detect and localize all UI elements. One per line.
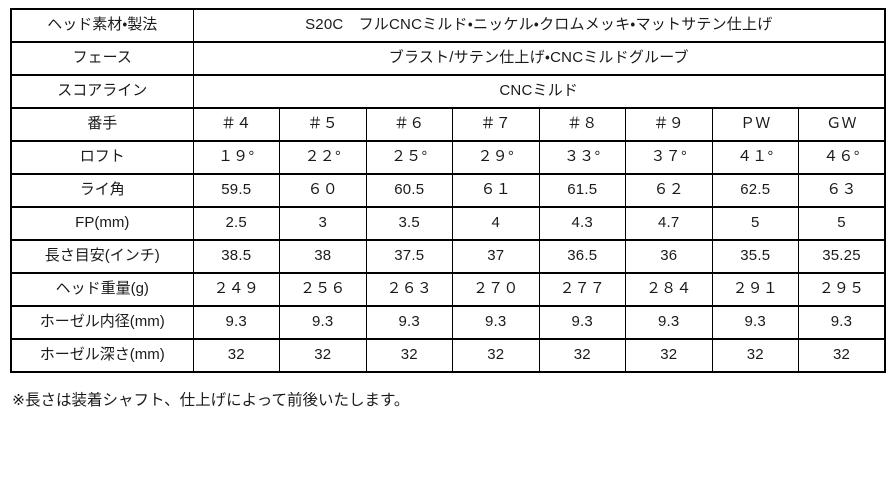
cell-value: 9.3 [798, 305, 886, 340]
row-label: 長さ目安(インチ) [10, 239, 194, 274]
cell-value: 35.5 [711, 239, 799, 274]
cell-value: 32 [625, 338, 713, 373]
cell-value: 4 [452, 206, 540, 241]
table-row-length: 長さ目安(インチ) 38.5 38 37.5 37 36.5 36 35.5 3… [10, 239, 886, 274]
table-row-score-line: スコアライン CNCミルド [10, 74, 886, 109]
cell-value: 9.3 [279, 305, 367, 340]
cell-value: ２４９ [192, 272, 280, 307]
spec-table: ヘッド素材・製法 S20C フルCNCミルド・ニッケル・クロムメッキ・マットサテ… [10, 8, 886, 373]
page: ヘッド素材・製法 S20C フルCNCミルド・ニッケル・クロムメッキ・マットサテ… [10, 8, 886, 409]
footnote: ※長さは装着シャフト、仕上げによって前後いたします。 [12, 392, 410, 409]
cell-value: 9.3 [452, 305, 540, 340]
cell-value: 9.3 [711, 305, 799, 340]
cell-value: 32 [798, 338, 886, 373]
cell-value: ＃８ [538, 107, 626, 142]
cell-value: 4.7 [625, 206, 713, 241]
cell-value: ３７° [625, 140, 713, 175]
row-label: ホーゼル深さ(mm) [10, 338, 194, 373]
cell-value: ６２ [625, 173, 713, 208]
row-label: ロフト [10, 140, 194, 175]
cell-value: 32 [452, 338, 540, 373]
cell-value: ６３ [798, 173, 886, 208]
cell-value: ２９° [452, 140, 540, 175]
cell-value: ＃６ [365, 107, 453, 142]
cell-value: ６０ [279, 173, 367, 208]
table-row-head-material: ヘッド素材・製法 S20C フルCNCミルド・ニッケル・クロムメッキ・マットサテ… [10, 8, 886, 43]
cell-value: 5 [798, 206, 886, 241]
row-label: FP(mm) [10, 206, 194, 241]
cell-value: CNCミルド [192, 74, 886, 109]
row-label: 番手 [10, 107, 194, 142]
table-row-face: フェース ブラスト/サテン仕上げ・CNCミルドグルーブ [10, 41, 886, 76]
cell-value: ＰＷ [711, 107, 799, 142]
cell-value: 32 [279, 338, 367, 373]
cell-value: ２５° [365, 140, 453, 175]
cell-value: 5 [711, 206, 799, 241]
cell-value: 35.25 [798, 239, 886, 274]
cell-value: 9.3 [365, 305, 453, 340]
cell-value: 32 [192, 338, 280, 373]
cell-value: １９° [192, 140, 280, 175]
cell-value: ＃５ [279, 107, 367, 142]
cell-value: ＃７ [452, 107, 540, 142]
cell-value: ４１° [711, 140, 799, 175]
table-row-loft: ロフト １９° ２２° ２５° ２９° ３３° ３７° ４１° ４６° [10, 140, 886, 175]
table-row-lie-angle: ライ角 59.5 ６０ 60.5 ６１ 61.5 ６２ 62.5 ６３ [10, 173, 886, 208]
row-label: ヘッド素材・製法 [10, 8, 194, 43]
cell-value: ２９１ [711, 272, 799, 307]
cell-value: ２９５ [798, 272, 886, 307]
row-label: ヘッド重量(g) [10, 272, 194, 307]
cell-value: 9.3 [538, 305, 626, 340]
cell-value: 2.5 [192, 206, 280, 241]
cell-value: 3.5 [365, 206, 453, 241]
cell-value: ＃９ [625, 107, 713, 142]
cell-value: ２８４ [625, 272, 713, 307]
table-row-head-weight: ヘッド重量(g) ２４９ ２５６ ２６３ ２７０ ２７７ ２８４ ２９１ ２９５ [10, 272, 886, 307]
table-row-club-number: 番手 ＃４ ＃５ ＃６ ＃７ ＃８ ＃９ ＰＷ ＧＷ [10, 107, 886, 142]
cell-value: ２６３ [365, 272, 453, 307]
cell-value: 32 [538, 338, 626, 373]
cell-value: 62.5 [711, 173, 799, 208]
cell-value: ３３° [538, 140, 626, 175]
cell-value: 9.3 [192, 305, 280, 340]
cell-value: 38 [279, 239, 367, 274]
cell-value: ４６° [798, 140, 886, 175]
cell-value: ２５６ [279, 272, 367, 307]
cell-value: 59.5 [192, 173, 280, 208]
cell-value: 36.5 [538, 239, 626, 274]
cell-value: 32 [711, 338, 799, 373]
cell-value: 4.3 [538, 206, 626, 241]
cell-value: 32 [365, 338, 453, 373]
row-label: フェース [10, 41, 194, 76]
cell-value: 36 [625, 239, 713, 274]
cell-value: ６１ [452, 173, 540, 208]
cell-value: ２２° [279, 140, 367, 175]
row-label: ホーゼル内径(mm) [10, 305, 194, 340]
cell-value: 61.5 [538, 173, 626, 208]
table-row-hosel-inner-diameter: ホーゼル内径(mm) 9.3 9.3 9.3 9.3 9.3 9.3 9.3 9… [10, 305, 886, 340]
cell-value: 9.3 [625, 305, 713, 340]
cell-value: S20C フルCNCミルド・ニッケル・クロムメッキ・マットサテン仕上げ [192, 8, 886, 43]
cell-value: ＧＷ [798, 107, 886, 142]
cell-value: 60.5 [365, 173, 453, 208]
cell-value: ブラスト/サテン仕上げ・CNCミルドグルーブ [192, 41, 886, 76]
row-label: スコアライン [10, 74, 194, 109]
table-row-fp: FP(mm) 2.5 3 3.5 4 4.3 4.7 5 5 [10, 206, 886, 241]
cell-value: ２７０ [452, 272, 540, 307]
cell-value: 3 [279, 206, 367, 241]
cell-value: 37 [452, 239, 540, 274]
row-label: ライ角 [10, 173, 194, 208]
cell-value: ２７７ [538, 272, 626, 307]
cell-value: 37.5 [365, 239, 453, 274]
table-row-hosel-depth: ホーゼル深さ(mm) 32 32 32 32 32 32 32 32 [10, 338, 886, 373]
cell-value: ＃４ [192, 107, 280, 142]
cell-value: 38.5 [192, 239, 280, 274]
